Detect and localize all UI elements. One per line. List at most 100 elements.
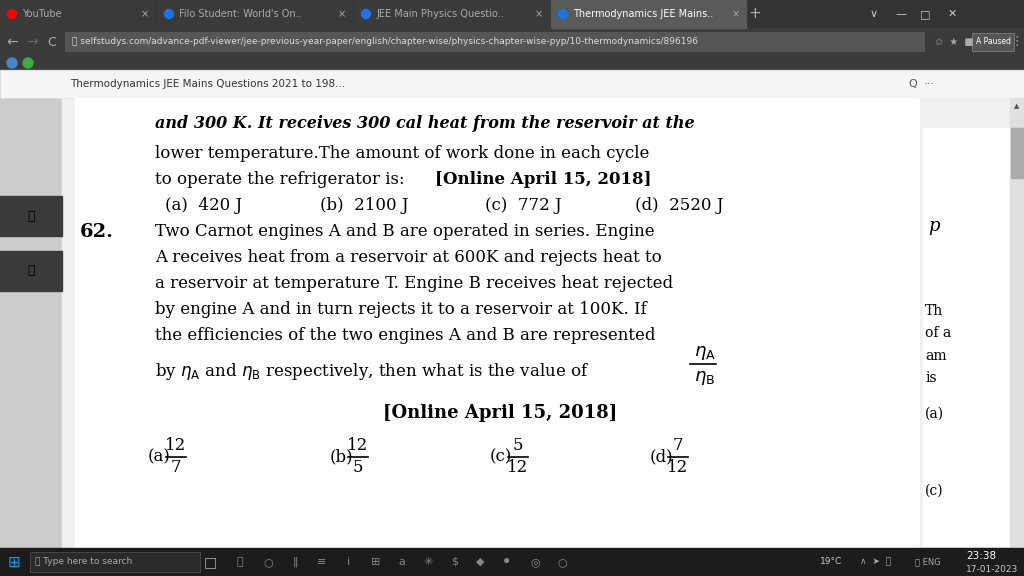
Text: by $\eta_{\rm A}$ and $\eta_{\rm B}$ respectively, then what is the value of: by $\eta_{\rm A}$ and $\eta_{\rm B}$ res… [155, 361, 590, 381]
Text: 5: 5 [352, 460, 364, 476]
Text: (a): (a) [148, 449, 171, 465]
Bar [30, 552, 200, 572]
Circle shape [165, 9, 173, 18]
Bar [0, 70, 1024, 576]
Text: A Paused: A Paused [976, 37, 1011, 47]
Text: (d): (d) [650, 449, 674, 465]
Text: ⊞: ⊞ [8, 555, 20, 570]
Text: Thermodynamics JEE Mains Questions 2021 to 198...: Thermodynamics JEE Mains Questions 2021 … [70, 79, 345, 89]
Text: and 300 K. It receives 300 cal heat from the reservoir at the: and 300 K. It receives 300 cal heat from… [155, 115, 694, 131]
Text: (d)  2520 J: (d) 2520 J [635, 196, 723, 214]
Text: of a: of a [925, 326, 951, 340]
Text: Two Carnot engines A and B are operated in series. Engine: Two Carnot engines A and B are operated … [155, 223, 654, 241]
Text: ⋮: ⋮ [1011, 36, 1023, 48]
Text: ▲: ▲ [1015, 103, 1020, 109]
Text: p: p [928, 217, 939, 235]
Text: ⊞: ⊞ [372, 557, 381, 567]
Text: ⚫: ⚫ [503, 557, 512, 567]
Circle shape [7, 58, 17, 68]
Text: (a): (a) [925, 407, 944, 421]
Bar [923, 128, 1010, 546]
Text: ‖: ‖ [292, 557, 298, 567]
Text: ×: × [338, 9, 346, 19]
Bar [920, 98, 1010, 576]
Text: ×: × [141, 9, 150, 19]
Text: (c)  772 J: (c) 772 J [485, 196, 561, 214]
Text: (b): (b) [330, 449, 353, 465]
Circle shape [361, 9, 371, 18]
Text: 🔍 Type here to search: 🔍 Type here to search [35, 558, 132, 567]
Text: a reservoir at temperature T. Engine B receives heat rejected: a reservoir at temperature T. Engine B r… [155, 275, 673, 293]
Text: (b)  2100 J: (b) 2100 J [319, 196, 409, 214]
Text: 🔒 selfstudys.com/advance-pdf-viewer/jee-previous-year-paper/english/chapter-wise: 🔒 selfstudys.com/advance-pdf-viewer/jee-… [72, 37, 698, 47]
Text: Q: Q [908, 79, 916, 89]
Text: a: a [398, 557, 406, 567]
Bar [65, 32, 925, 52]
Text: to operate the refrigerator is:: to operate the refrigerator is: [155, 172, 404, 188]
Text: →: → [27, 35, 38, 49]
Text: ◆: ◆ [476, 557, 484, 567]
Bar [62, 98, 74, 576]
Text: YouTube: YouTube [22, 9, 61, 19]
Text: 12: 12 [165, 438, 186, 454]
Text: by engine A and in turn rejects it to a reservoir at 100K. If: by engine A and in turn rejects it to a … [155, 301, 647, 319]
Text: is: is [925, 371, 937, 385]
Text: ×: × [732, 9, 740, 19]
Text: i: i [347, 557, 350, 567]
Circle shape [558, 9, 567, 18]
Text: 🔵 ENG: 🔵 ENG [915, 558, 941, 567]
Bar [0, 0, 1024, 28]
Text: ○: ○ [263, 557, 272, 567]
Bar [62, 98, 920, 576]
Text: C: C [48, 36, 56, 48]
Bar [0, 56, 1024, 70]
Text: 7: 7 [171, 460, 181, 476]
Text: 62.: 62. [80, 223, 114, 241]
Text: ✕: ✕ [948, 9, 957, 19]
Text: $\eta_{\rm B}$: $\eta_{\rm B}$ [694, 369, 715, 387]
Bar [1011, 128, 1023, 178]
Text: 12: 12 [668, 460, 688, 476]
Bar [551, 0, 746, 28]
Text: 7: 7 [673, 438, 683, 454]
Text: —: — [895, 9, 906, 19]
Text: Thermodynamics JEE Mains..: Thermodynamics JEE Mains.. [573, 9, 714, 19]
Text: 5: 5 [513, 438, 523, 454]
Text: ○: ○ [557, 557, 567, 567]
Bar [972, 33, 1014, 51]
Text: Filo Student: World's On..: Filo Student: World's On.. [179, 9, 302, 19]
Text: 23:38: 23:38 [966, 551, 996, 561]
Text: (c): (c) [925, 484, 944, 498]
Text: A receives heat from a reservoir at 600K and rejects heat to: A receives heat from a reservoir at 600K… [155, 249, 662, 267]
Text: $: $ [452, 557, 459, 567]
Bar [0, 251, 62, 291]
Text: (c): (c) [490, 449, 512, 465]
Text: ∨: ∨ [870, 9, 879, 19]
Text: 12: 12 [507, 460, 528, 476]
Text: 12: 12 [347, 438, 369, 454]
Text: □: □ [204, 555, 216, 569]
Text: JEE Main Physics Questio..: JEE Main Physics Questio.. [376, 9, 504, 19]
Text: +: + [749, 6, 762, 21]
Bar [354, 0, 549, 28]
Bar [157, 0, 352, 28]
Bar [1010, 98, 1024, 576]
Text: $\eta_{\rm A}$: $\eta_{\rm A}$ [694, 344, 716, 362]
Bar [0, 548, 1024, 576]
Text: 📕: 📕 [28, 210, 35, 222]
Bar [0, 196, 62, 236]
Text: [Online April 15, 2018]: [Online April 15, 2018] [435, 172, 651, 188]
Bar [0, 70, 1024, 98]
Text: ←: ← [6, 35, 17, 49]
Text: lower temperature.The amount of work done in each cycle: lower temperature.The amount of work don… [155, 145, 649, 161]
Bar [0, 0, 155, 28]
Text: ∧  ➤  🔊: ∧ ➤ 🔊 [860, 558, 891, 567]
Text: ×: × [535, 9, 543, 19]
Text: am: am [925, 349, 946, 363]
Text: (a)  420 J: (a) 420 J [165, 196, 242, 214]
Text: ⛰: ⛰ [237, 557, 244, 567]
Text: ✩  ★  ■: ✩ ★ ■ [935, 37, 974, 47]
Text: ✳: ✳ [423, 557, 433, 567]
Text: ≡: ≡ [317, 557, 327, 567]
Circle shape [7, 9, 16, 18]
